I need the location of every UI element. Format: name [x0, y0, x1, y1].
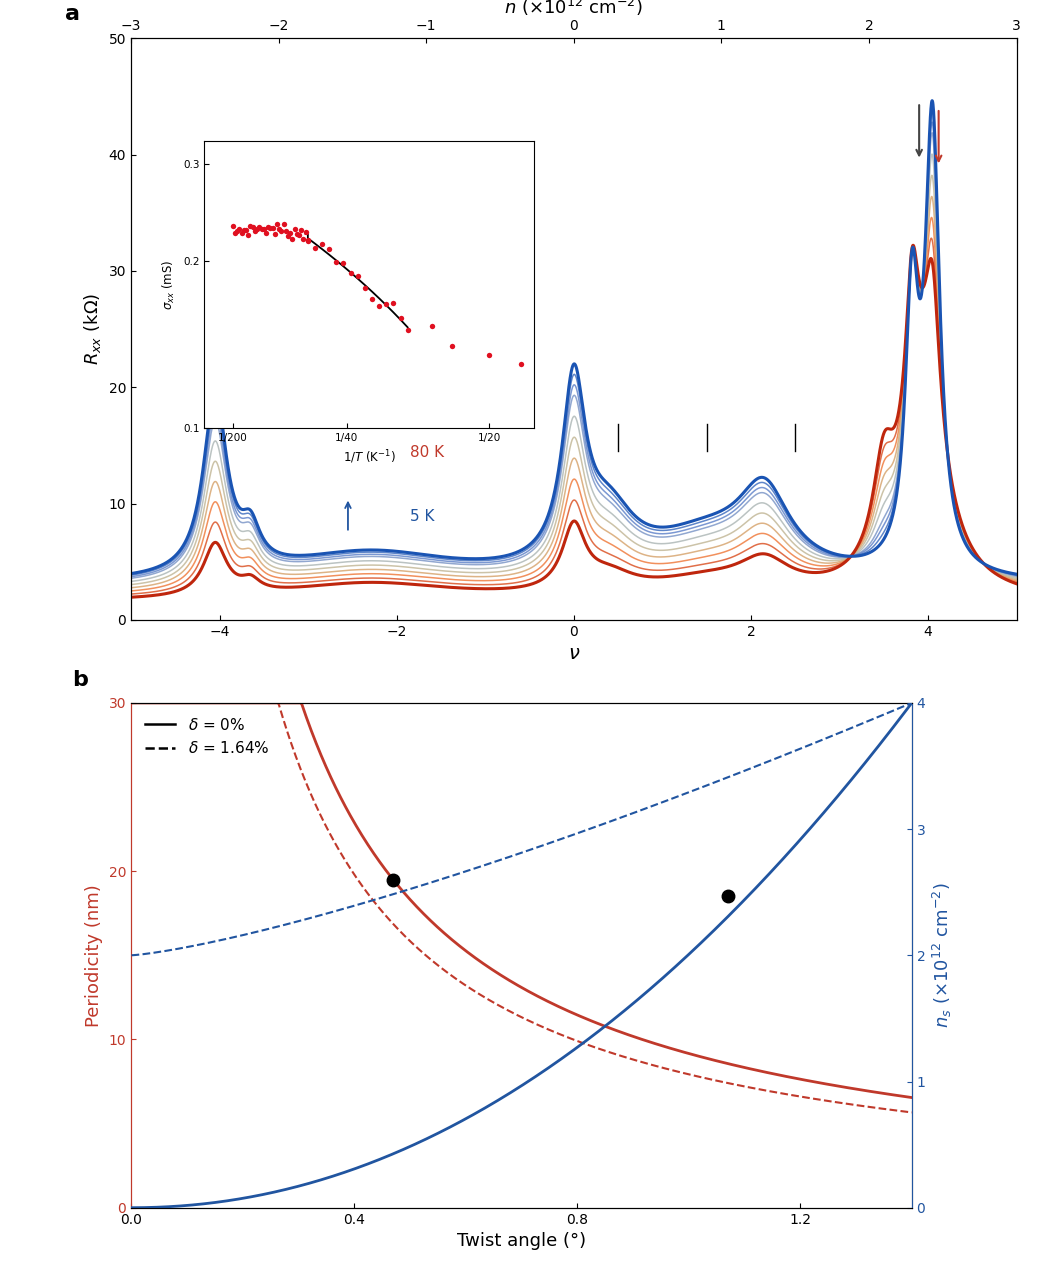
Point — [266, 224, 283, 244]
Point — [335, 253, 352, 273]
Point — [282, 222, 299, 243]
Text: 5 K: 5 K — [410, 509, 435, 524]
Y-axis label: $\sigma_{xx}$ (mS): $\sigma_{xx}$ (mS) — [161, 259, 177, 309]
Text: 80 K: 80 K — [410, 445, 444, 460]
Point — [228, 221, 245, 242]
Text: b: b — [72, 670, 88, 690]
Point — [392, 308, 409, 328]
Point — [224, 216, 241, 236]
Point — [321, 239, 337, 259]
Point — [364, 289, 380, 309]
Y-axis label: $n_s$ ($\times$10$^{12}$ cm$^{-2}$): $n_s$ ($\times$10$^{12}$ cm$^{-2}$) — [931, 882, 954, 1029]
Text: a: a — [65, 4, 80, 24]
Point — [443, 336, 460, 357]
X-axis label: 1/$T$ (K$^{-1}$): 1/$T$ (K$^{-1}$) — [343, 449, 396, 466]
Point — [226, 222, 243, 243]
X-axis label: Twist angle (°): Twist angle (°) — [457, 1232, 586, 1250]
Point — [280, 225, 297, 245]
Point — [328, 252, 345, 272]
Point — [244, 217, 261, 238]
Point — [250, 217, 267, 238]
Point — [512, 353, 529, 373]
Point — [278, 221, 294, 242]
Point — [385, 293, 401, 313]
Point — [286, 219, 303, 239]
Point — [349, 266, 366, 286]
Point — [343, 263, 359, 284]
Point — [307, 238, 324, 258]
Point — [288, 224, 305, 244]
Point — [254, 220, 270, 240]
Point — [284, 229, 301, 249]
X-axis label: $n$ ($\times$10$^{12}$ cm$^{-2}$): $n$ ($\times$10$^{12}$ cm$^{-2}$) — [504, 0, 643, 18]
Legend: $\delta$ = 0%, $\delta$ = 1.64%: $\delta$ = 0%, $\delta$ = 1.64% — [138, 711, 276, 763]
Point — [276, 213, 292, 234]
Point — [313, 234, 330, 254]
Point — [264, 219, 281, 239]
Point — [256, 219, 272, 239]
Point — [260, 217, 277, 238]
Point — [290, 225, 307, 245]
Point — [300, 231, 316, 252]
Point — [423, 316, 440, 336]
Point — [292, 220, 309, 240]
Point — [262, 219, 279, 239]
Point — [399, 320, 416, 340]
Point — [248, 219, 265, 239]
Point — [378, 294, 395, 314]
Point — [270, 219, 287, 239]
Point — [296, 229, 312, 249]
Point — [481, 345, 498, 366]
Point — [246, 221, 263, 242]
Point — [234, 222, 250, 243]
Y-axis label: Periodicity (nm): Periodicity (nm) — [85, 884, 103, 1026]
Point — [236, 220, 253, 240]
Point — [238, 220, 255, 240]
X-axis label: $\nu$: $\nu$ — [568, 644, 580, 663]
Point — [268, 215, 285, 235]
Point — [242, 216, 259, 236]
Point — [240, 225, 257, 245]
Point — [356, 277, 373, 298]
Point — [298, 222, 314, 243]
Point — [300, 230, 316, 250]
Point — [258, 224, 275, 244]
Point — [272, 221, 289, 242]
Y-axis label: $R_{xx}$ (k$\Omega$): $R_{xx}$ (k$\Omega$) — [82, 293, 103, 366]
Point — [231, 219, 247, 239]
Point — [371, 295, 388, 316]
